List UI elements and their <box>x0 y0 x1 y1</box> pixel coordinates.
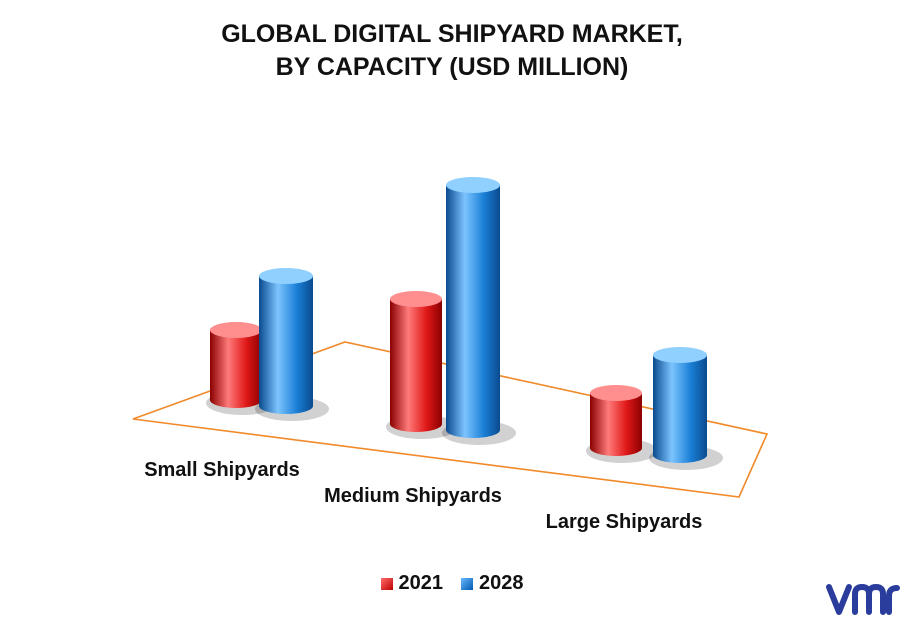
legend-label-2028: 2028 <box>479 572 524 594</box>
bar <box>442 177 516 445</box>
category-labels: Small Shipyards Medium Shipyards Large Shi… <box>144 459 702 533</box>
legend-swatch-2021 <box>380 577 393 590</box>
chart-title: GLOBAL DIGITAL SHIPYARD MARKET, BY CAPAC… <box>0 18 904 84</box>
bar-top <box>653 347 707 363</box>
bar-body <box>446 185 500 438</box>
bar-body <box>259 276 313 414</box>
bar-top <box>590 385 642 401</box>
legend-label-2021: 2021 <box>398 572 444 594</box>
bar-body <box>653 355 707 463</box>
bars-layer <box>206 177 723 470</box>
legend-swatch-2028 <box>461 577 473 590</box>
bar-body <box>390 299 442 432</box>
bar-body <box>210 330 262 408</box>
bar-top <box>210 322 262 338</box>
legend-item-2028: 2028 <box>461 572 524 595</box>
bar <box>586 385 658 463</box>
bar <box>649 347 723 470</box>
bar-top <box>259 268 313 284</box>
category-label: Medium Shipyards <box>324 485 502 507</box>
bar-top <box>446 177 500 193</box>
bar <box>255 268 329 421</box>
category-label: Large Shipyards <box>546 511 703 533</box>
legend-item-2021: 2021 <box>380 572 444 595</box>
chart-title-line-1: GLOBAL DIGITAL SHIPYARD MARKET, <box>221 20 683 48</box>
legend: 2021 2028 <box>0 572 904 595</box>
vmr-logo <box>826 584 900 615</box>
bar <box>386 291 458 439</box>
bar-top <box>390 291 442 307</box>
bar-body <box>590 393 642 456</box>
chart-title-line-2: BY CAPACITY (USD MILLION) <box>275 53 629 81</box>
category-label: Small Shipyards <box>144 459 300 481</box>
